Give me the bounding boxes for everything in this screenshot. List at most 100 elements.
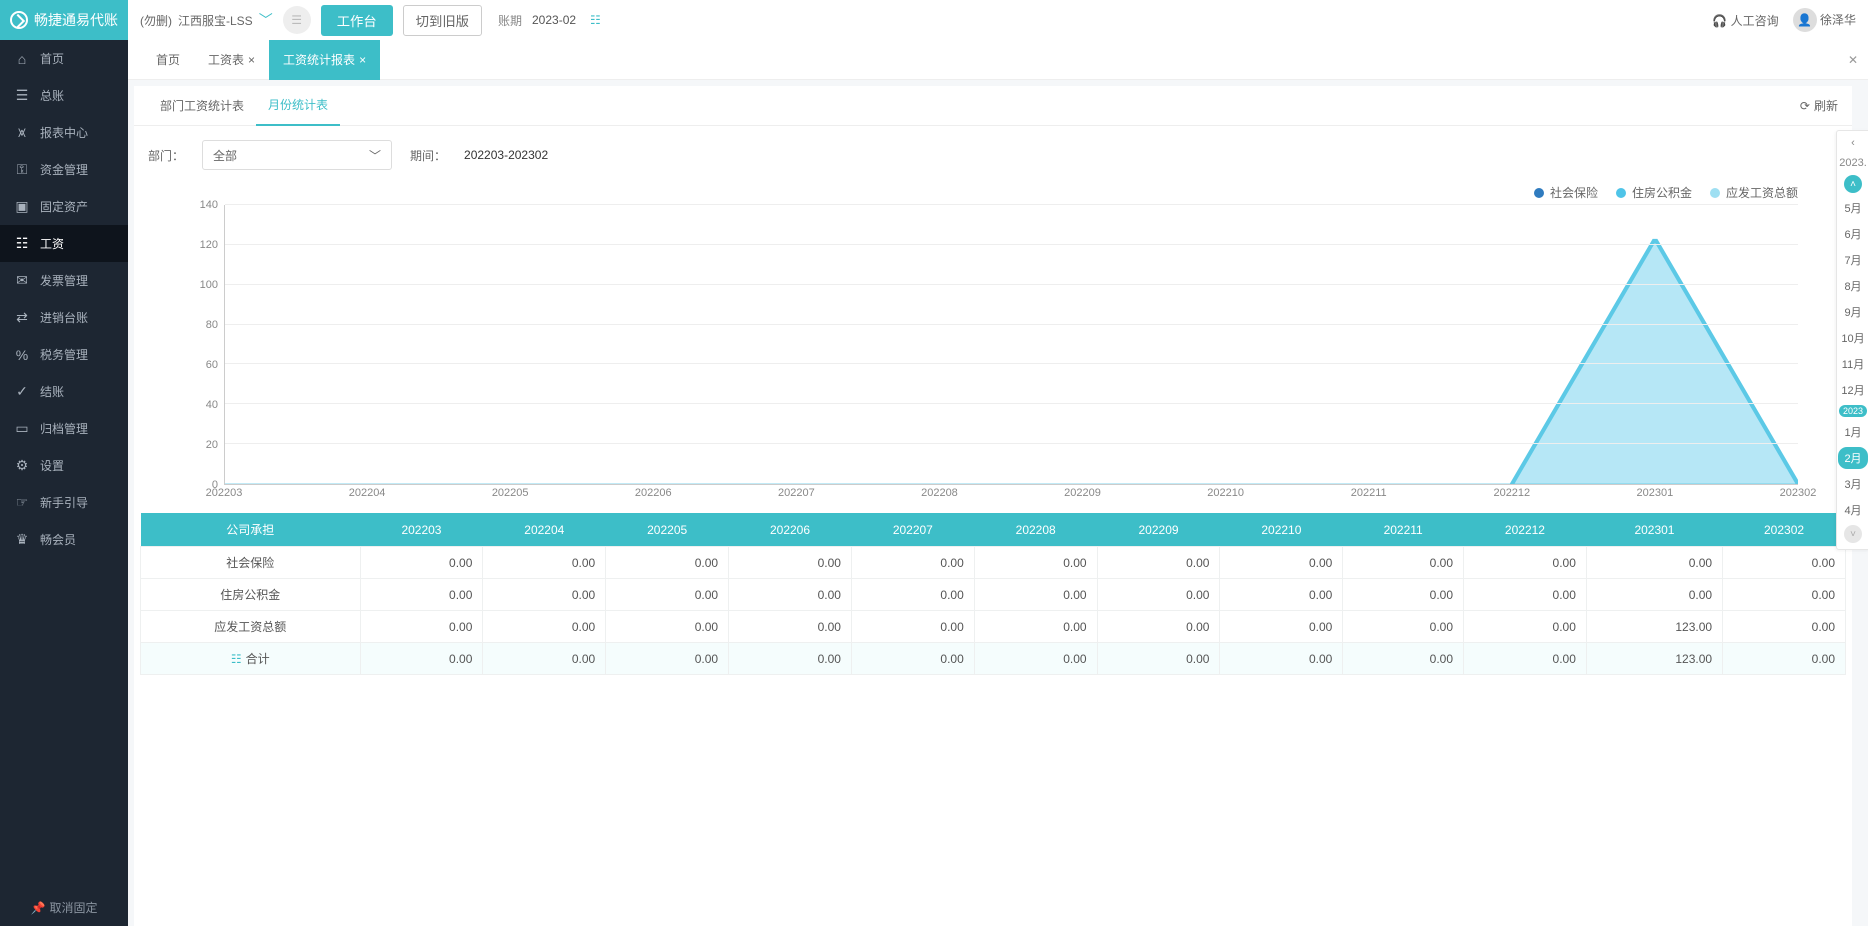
cell: 0.00 (1343, 547, 1464, 579)
period-label: 账期 (498, 12, 522, 29)
month-strip-item[interactable]: 4月 (1840, 499, 1865, 521)
sidebar-item[interactable]: ⌂首页 (0, 40, 128, 77)
sidebar-item[interactable]: ☷工资 (0, 225, 128, 262)
dept-value: 全部 (213, 147, 237, 164)
sidebar-item[interactable]: ⩙报表中心 (0, 114, 128, 151)
filters: 部门： 全部 ﹀ 期间： 202203-202302 (134, 126, 1852, 184)
headset-icon: 🎧 (1712, 14, 1727, 28)
oldversion-button[interactable]: 切到旧版 (403, 5, 482, 36)
sidebar-unpin[interactable]: 📌取消固定 (0, 891, 128, 926)
subtabs: 部门工资统计表月份统计表 ⟳ 刷新 (134, 86, 1852, 126)
tabs-row: 首页工资表×工资统计报表× ✕ (128, 40, 1868, 80)
sidebar-item[interactable]: ✓结账 (0, 373, 128, 410)
y-tick: 120 (178, 239, 218, 251)
sidebar-item[interactable]: ✉发票管理 (0, 262, 128, 299)
subtab[interactable]: 部门工资统计表 (148, 86, 256, 126)
cell: 123.00 (1586, 643, 1722, 675)
month-strip-item[interactable]: 7月 (1840, 249, 1865, 271)
legend-item[interactable]: 应发工资总额 (1710, 184, 1798, 201)
cell: 0.00 (1723, 611, 1846, 643)
top-left: (勿删) 江西服宝-LSS ﹀ ☰ 工作台 切到旧版 账期 2023-02 ☷ (128, 5, 601, 36)
calendar-icon[interactable]: ☷ (590, 13, 601, 27)
refresh-button[interactable]: ⟳ 刷新 (1800, 97, 1838, 114)
month-strip-chev-left[interactable]: ‹ (1851, 137, 1855, 151)
workspace-button[interactable]: 工作台 (321, 5, 393, 36)
th-first: 公司承担 (141, 513, 361, 547)
month-strip-item[interactable]: 9月 (1840, 301, 1865, 323)
tabs-close-all[interactable]: ✕ (1838, 53, 1868, 67)
cell: 0.00 (1220, 579, 1343, 611)
nav-icon: ⚙ (14, 457, 30, 474)
sidebar-item[interactable]: %税务管理 (0, 336, 128, 373)
th: 202209 (1097, 513, 1220, 547)
account-prefix: (勿删) (140, 12, 172, 29)
sidebar-item[interactable]: ♛畅会员 (0, 521, 128, 558)
nav-label: 新手引导 (40, 494, 88, 511)
month-strip-item[interactable]: 2月 (1838, 447, 1867, 469)
close-icon[interactable]: × (359, 53, 366, 67)
cell: 0.00 (1343, 579, 1464, 611)
month-strip-item[interactable]: 6月 (1840, 223, 1865, 245)
sidebar-item[interactable]: ☰总账 (0, 77, 128, 114)
doc-icon[interactable]: ☰ (283, 6, 311, 34)
sidebar-item[interactable]: ▣固定资产 (0, 188, 128, 225)
legend-label: 社会保险 (1550, 184, 1598, 201)
sidebar-item[interactable]: ☞新手引导 (0, 484, 128, 521)
cell: 0.00 (483, 643, 606, 675)
table-row: 社会保险0.000.000.000.000.000.000.000.000.00… (141, 547, 1846, 579)
cell: 0.00 (974, 579, 1097, 611)
nav-label: 总账 (40, 87, 64, 104)
tab[interactable]: 首页 (142, 40, 194, 80)
sidebar-item[interactable]: ▭归档管理 (0, 410, 128, 447)
month-strip-item[interactable]: 8月 (1840, 275, 1865, 297)
user-name: 徐泽华 (1820, 13, 1856, 27)
cell: 0.00 (1343, 611, 1464, 643)
th: 202203 (360, 513, 483, 547)
month-strip-item[interactable]: 5月 (1840, 197, 1865, 219)
dept-label: 部门： (148, 147, 184, 164)
tab[interactable]: 工资表× (194, 40, 269, 80)
x-tick: 202203 (206, 487, 243, 499)
consult-link[interactable]: 🎧 人工咨询 (1712, 12, 1778, 29)
cell: 0.00 (360, 643, 483, 675)
cell: 0.00 (851, 579, 974, 611)
nav-icon: ⚿ (14, 161, 30, 178)
row-label: 应发工资总额 (141, 611, 361, 643)
month-strip-item[interactable]: 3月 (1840, 473, 1865, 495)
month-strip-down[interactable]: ˅ (1844, 525, 1862, 543)
cell: 0.00 (1343, 643, 1464, 675)
cell: 0.00 (483, 579, 606, 611)
cell: 0.00 (1464, 579, 1587, 611)
legend-item[interactable]: 住房公积金 (1616, 184, 1692, 201)
legend-item[interactable]: 社会保险 (1534, 184, 1598, 201)
cell: 0.00 (1097, 611, 1220, 643)
month-strip-item[interactable]: 1月 (1840, 421, 1865, 443)
close-icon[interactable]: × (248, 53, 255, 67)
period-value[interactable]: 2023-02 (532, 13, 576, 27)
month-strip-up[interactable]: ˄ (1844, 175, 1862, 193)
dept-select[interactable]: 全部 ﹀ (202, 140, 392, 170)
month-strip-item[interactable]: 12月 (1837, 379, 1868, 401)
month-strip-year-badge: 2023 (1839, 405, 1867, 417)
nav-icon: ▣ (14, 198, 30, 215)
grid-line (225, 363, 1798, 364)
period-filter-value: 202203-202302 (464, 148, 548, 162)
month-strip-item[interactable]: 11月 (1838, 353, 1868, 375)
refresh-icon: ⟳ (1800, 99, 1810, 113)
cell: 0.00 (1464, 547, 1587, 579)
user-block[interactable]: 👤 徐泽华 (1793, 8, 1856, 32)
subtab[interactable]: 月份统计表 (256, 86, 340, 126)
sidebar-item[interactable]: ⇄进销台账 (0, 299, 128, 336)
cell: 0.00 (360, 547, 483, 579)
tab-label: 首页 (156, 51, 180, 68)
month-strip-item[interactable]: 10月 (1837, 327, 1868, 349)
chart-wrap: 社会保险住房公积金应发工资总额 020406080100120140 20220… (134, 184, 1852, 513)
cell: 0.00 (1220, 611, 1343, 643)
cell: 0.00 (1097, 579, 1220, 611)
sidebar-item[interactable]: ⚿资金管理 (0, 151, 128, 188)
sidebar-item[interactable]: ⚙设置 (0, 447, 128, 484)
account-selector[interactable]: (勿删) 江西服宝-LSS ﹀ (140, 10, 273, 30)
cell: 0.00 (1586, 547, 1722, 579)
tab[interactable]: 工资统计报表× (269, 40, 380, 80)
x-tick: 202205 (492, 487, 529, 499)
